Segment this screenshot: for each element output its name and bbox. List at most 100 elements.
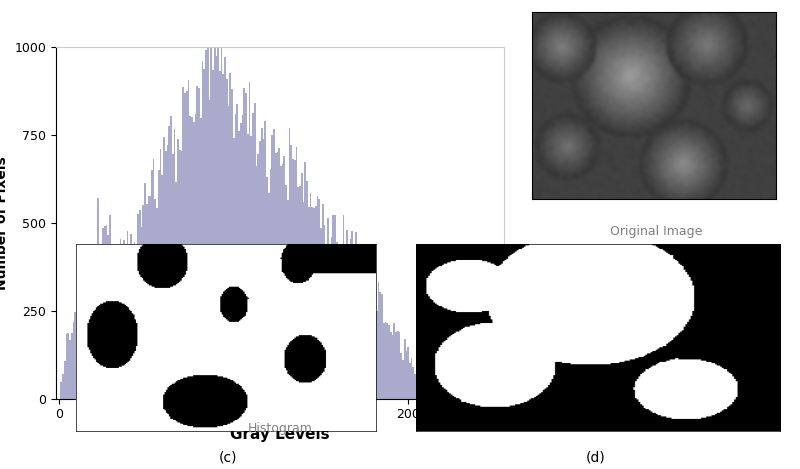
Bar (283, 156, 286, 399)
Bar (203, 69, 205, 399)
Bar (175, 182, 177, 399)
Bar (287, 200, 289, 399)
Bar (268, 193, 270, 399)
Bar (277, 152, 278, 399)
Bar (292, 159, 294, 399)
Bar (400, 353, 402, 399)
Bar (310, 194, 311, 399)
Bar (262, 139, 264, 399)
Bar (475, 396, 477, 399)
Bar (106, 225, 107, 399)
Bar (88, 286, 90, 399)
Bar (191, 117, 193, 399)
Bar (151, 170, 153, 399)
Bar (156, 208, 158, 399)
Bar (209, 100, 210, 399)
Bar (322, 204, 323, 399)
Bar (60, 382, 62, 399)
Bar (302, 203, 305, 399)
Bar (381, 294, 383, 399)
Bar (419, 372, 421, 399)
Bar (193, 122, 194, 399)
Bar (437, 386, 438, 399)
Bar (397, 331, 398, 399)
Bar (109, 214, 111, 399)
Bar (354, 251, 355, 399)
Bar (134, 242, 135, 399)
Bar (184, 93, 186, 399)
Bar (165, 151, 166, 399)
Bar (128, 273, 130, 399)
Bar (366, 293, 367, 399)
Bar (446, 397, 447, 399)
Bar (153, 159, 154, 399)
Bar (362, 292, 364, 399)
Bar (320, 228, 322, 399)
Bar (487, 395, 489, 399)
Bar (289, 128, 290, 399)
Bar (323, 225, 326, 399)
Bar (301, 173, 302, 399)
Bar (228, 106, 230, 399)
Bar (85, 282, 86, 399)
Bar (326, 252, 327, 399)
Bar (146, 204, 147, 399)
Bar (294, 160, 296, 399)
Bar (290, 145, 292, 399)
Bar (348, 257, 350, 399)
Bar (407, 347, 409, 399)
Bar (438, 382, 440, 399)
Bar (484, 392, 486, 399)
Bar (370, 297, 372, 399)
Bar (174, 129, 175, 399)
Bar (66, 334, 67, 399)
Bar (172, 154, 174, 399)
Bar (102, 227, 104, 399)
Bar (231, 89, 233, 399)
X-axis label: Gray Levels: Gray Levels (230, 427, 330, 442)
Bar (163, 137, 165, 399)
Bar (390, 333, 391, 399)
Bar (250, 136, 252, 399)
Bar (71, 333, 73, 399)
Bar (315, 206, 317, 399)
Bar (332, 215, 334, 399)
Bar (364, 284, 366, 399)
Bar (254, 103, 255, 399)
Bar (169, 126, 170, 399)
Bar (233, 137, 234, 399)
Bar (92, 274, 94, 399)
Bar (221, 15, 222, 399)
Bar (406, 351, 407, 399)
Bar (494, 391, 496, 399)
Bar (313, 208, 315, 399)
Bar (355, 233, 357, 399)
Bar (86, 313, 88, 399)
Bar (345, 262, 346, 399)
Bar (214, 38, 215, 399)
Bar (215, 55, 218, 399)
Bar (116, 274, 118, 399)
Bar (318, 199, 320, 399)
Bar (139, 210, 141, 399)
Bar (274, 153, 277, 399)
Bar (327, 218, 329, 399)
Bar (478, 397, 481, 399)
Bar (413, 367, 414, 399)
Bar (440, 392, 442, 399)
Bar (114, 280, 116, 399)
Bar (273, 129, 274, 399)
Bar (206, 24, 209, 399)
Bar (367, 295, 369, 399)
Bar (67, 333, 69, 399)
Bar (465, 388, 466, 399)
Bar (280, 166, 282, 399)
Bar (410, 358, 413, 399)
Bar (449, 389, 451, 399)
Bar (188, 80, 190, 399)
Bar (414, 374, 416, 399)
Bar (416, 373, 418, 399)
Bar (339, 245, 341, 399)
Bar (299, 186, 301, 399)
Bar (491, 394, 493, 399)
